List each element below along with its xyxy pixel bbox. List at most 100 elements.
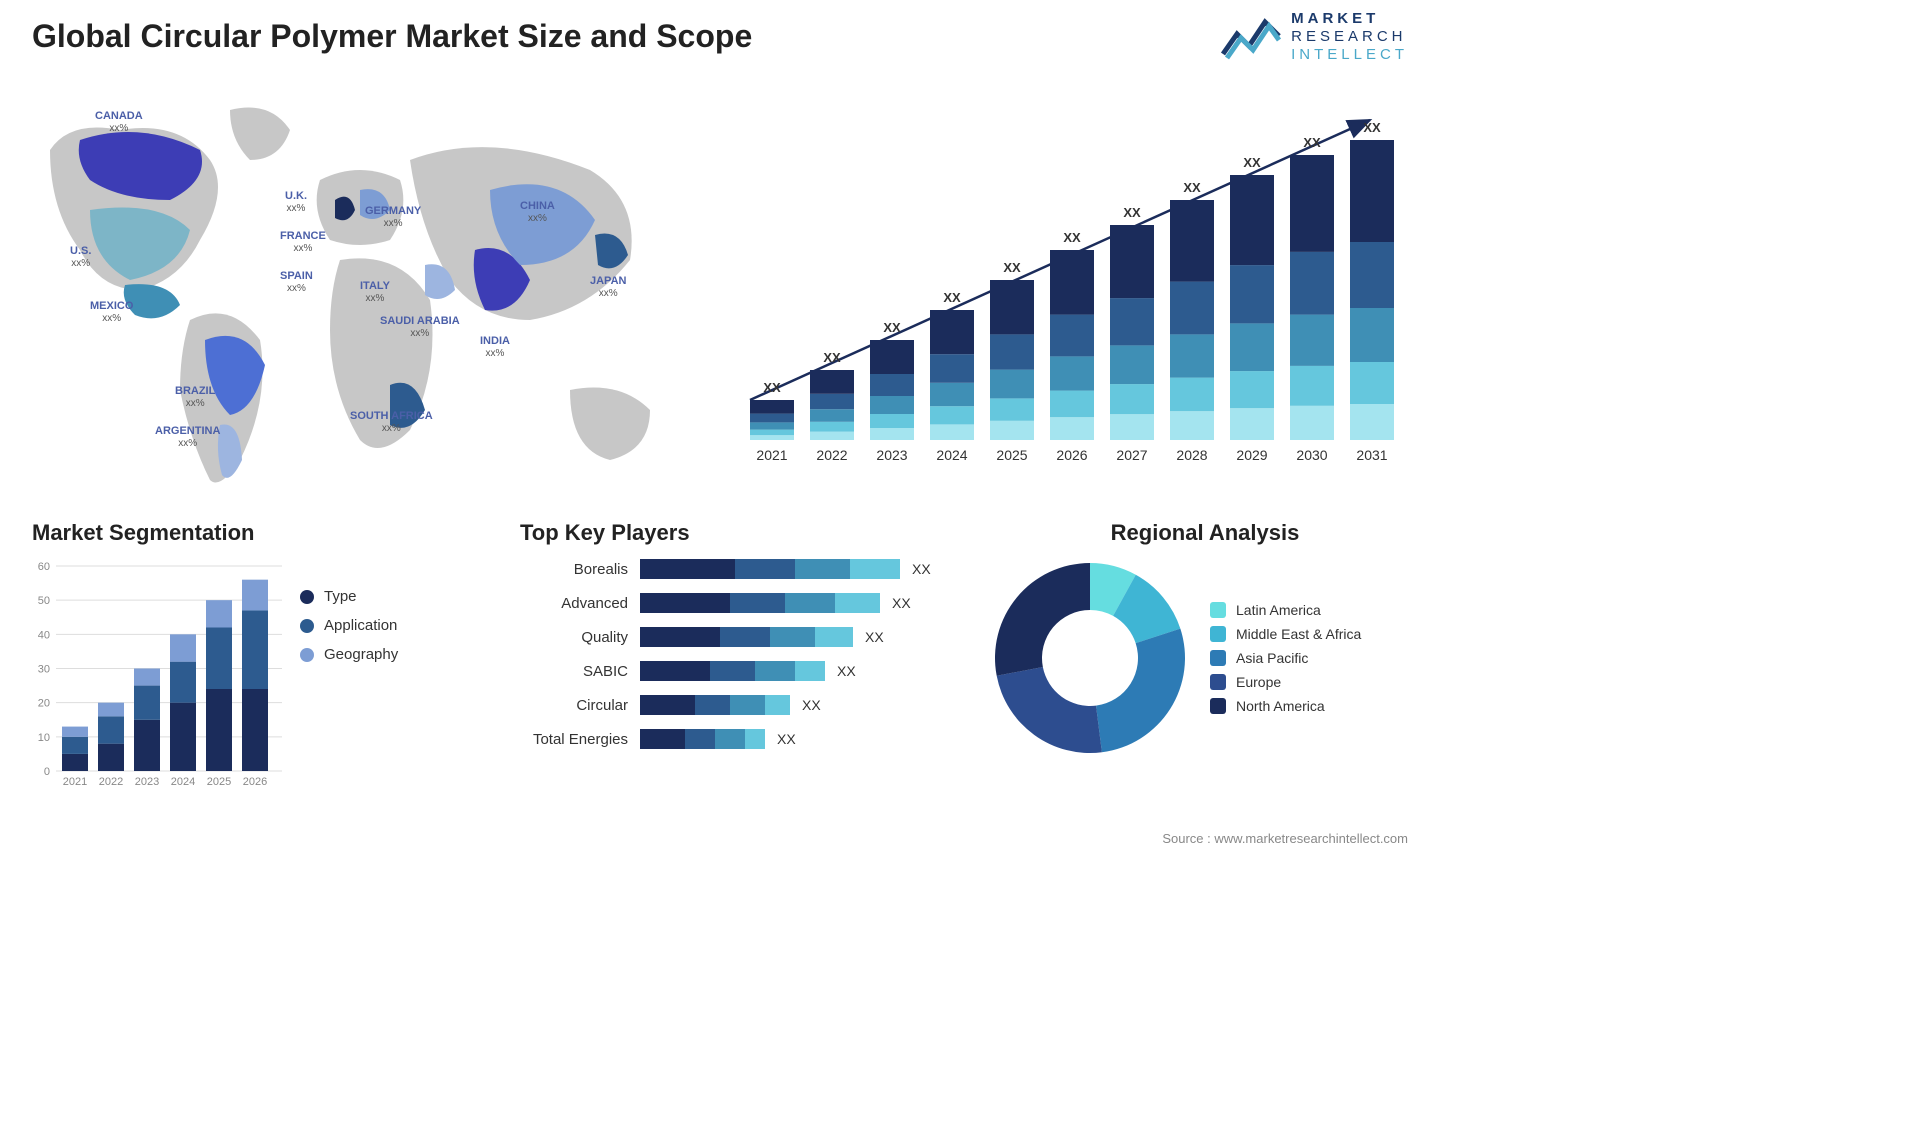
- svg-text:2026: 2026: [243, 776, 267, 788]
- players-section: Top Key Players BorealisXXAdvancedXXQual…: [520, 520, 960, 750]
- country-name: ITALY: [360, 280, 390, 293]
- svg-text:2021: 2021: [63, 776, 87, 788]
- svg-text:0: 0: [44, 766, 50, 778]
- player-name: Circular: [520, 697, 640, 714]
- bar-year-label: 2023: [876, 447, 907, 463]
- legend-swatch: [1210, 602, 1226, 618]
- country-name: CANADA: [95, 110, 143, 123]
- bar-year-label: 2026: [1056, 447, 1087, 463]
- player-row: SABIC XX: [520, 660, 960, 682]
- player-row: BorealisXX: [520, 558, 960, 580]
- legend-item: Application: [300, 617, 398, 634]
- country-label: U.S.xx%: [70, 245, 91, 270]
- country-label: GERMANYxx%: [365, 205, 421, 230]
- legend-item: North America: [1210, 698, 1361, 714]
- svg-text:2023: 2023: [135, 776, 159, 788]
- country-label: U.K.xx%: [285, 190, 307, 215]
- map-svg: [30, 90, 680, 500]
- source-attribution: Source : www.marketresearchintellect.com: [1162, 831, 1408, 846]
- country-name: SOUTH AFRICA: [350, 410, 433, 423]
- player-bar: [640, 559, 900, 579]
- country-name: SPAIN: [280, 270, 313, 283]
- segmentation-title: Market Segmentation: [32, 520, 432, 546]
- country-value: xx%: [70, 258, 91, 270]
- bar-value-label: XX: [1003, 260, 1021, 275]
- player-name: Total Energies: [520, 731, 640, 748]
- bar-year-label: 2022: [816, 447, 847, 463]
- legend-label: Latin America: [1236, 602, 1321, 618]
- logo-line3: INTELLECT: [1291, 46, 1408, 64]
- logo-line1: MARKET: [1291, 10, 1408, 28]
- regional-title: Regional Analysis: [990, 520, 1420, 546]
- country-value: xx%: [280, 243, 326, 255]
- bar-value-label: XX: [823, 350, 841, 365]
- legend-swatch: [300, 648, 314, 662]
- bar-year-label: 2030: [1296, 447, 1327, 463]
- country-label: SAUDI ARABIAxx%: [380, 315, 460, 340]
- world-map: CANADAxx%U.S.xx%MEXICOxx%BRAZILxx%ARGENT…: [30, 90, 680, 500]
- svg-text:40: 40: [38, 629, 50, 641]
- player-value: XX: [865, 629, 884, 645]
- legend-item: Europe: [1210, 674, 1361, 690]
- legend-label: North America: [1236, 698, 1325, 714]
- country-value: xx%: [285, 203, 307, 215]
- country-value: xx%: [95, 123, 143, 135]
- segmentation-legend: TypeApplicationGeography: [300, 556, 398, 796]
- player-bar: [640, 661, 825, 681]
- player-value: XX: [837, 663, 856, 679]
- player-row: Advanced XX: [520, 592, 960, 614]
- bar-year-label: 2027: [1116, 447, 1147, 463]
- player-name: SABIC: [520, 663, 640, 680]
- donut-chart: [990, 558, 1190, 758]
- svg-text:2022: 2022: [99, 776, 123, 788]
- country-value: xx%: [380, 328, 460, 340]
- country-value: xx%: [350, 423, 433, 435]
- country-label: BRAZILxx%: [175, 385, 215, 410]
- bar-value-label: XX: [1183, 180, 1201, 195]
- country-label: MEXICOxx%: [90, 300, 133, 325]
- player-value: XX: [777, 731, 796, 747]
- country-name: CHINA: [520, 200, 555, 213]
- logo-icon: [1221, 12, 1281, 62]
- legend-item: Asia Pacific: [1210, 650, 1361, 666]
- bar-value-label: XX: [1243, 155, 1261, 170]
- bar-value-label: XX: [1303, 135, 1321, 150]
- svg-text:10: 10: [38, 732, 50, 744]
- legend-swatch: [1210, 650, 1226, 666]
- bar-year-label: 2025: [996, 447, 1027, 463]
- player-name: Borealis: [520, 561, 640, 578]
- main-chart-svg: XX2021XX2022XX2023XX2024XX2025XX2026XX20…: [730, 100, 1410, 480]
- segmentation-section: Market Segmentation 01020304050602021202…: [32, 520, 432, 796]
- main-growth-chart: XX2021XX2022XX2023XX2024XX2025XX2026XX20…: [730, 100, 1410, 480]
- country-value: xx%: [360, 293, 390, 305]
- country-value: xx%: [175, 398, 215, 410]
- regional-section: Regional Analysis Latin America Middle Ea…: [990, 520, 1420, 758]
- country-name: MEXICO: [90, 300, 133, 313]
- country-label: ARGENTINAxx%: [155, 425, 220, 450]
- bar-year-label: 2031: [1356, 447, 1387, 463]
- bar-value-label: XX: [1363, 120, 1381, 135]
- bar-value-label: XX: [883, 320, 901, 335]
- legend-item: Middle East & Africa: [1210, 626, 1361, 642]
- legend-swatch: [1210, 698, 1226, 714]
- bar-year-label: 2028: [1176, 447, 1207, 463]
- player-bar: [640, 729, 765, 749]
- legend-swatch: [300, 590, 314, 604]
- country-name: ARGENTINA: [155, 425, 220, 438]
- player-bar: [640, 593, 880, 613]
- player-name: Advanced: [520, 595, 640, 612]
- player-value: XX: [892, 595, 911, 611]
- country-value: xx%: [520, 213, 555, 225]
- bar-value-label: XX: [1123, 205, 1141, 220]
- legend-item: Type: [300, 588, 398, 605]
- svg-text:20: 20: [38, 698, 50, 710]
- country-value: xx%: [590, 288, 626, 300]
- bar-value-label: XX: [1063, 230, 1081, 245]
- country-label: CANADAxx%: [95, 110, 143, 135]
- svg-text:60: 60: [38, 561, 50, 573]
- country-value: xx%: [365, 218, 421, 230]
- country-name: FRANCE: [280, 230, 326, 243]
- country-name: U.S.: [70, 245, 91, 258]
- legend-label: Asia Pacific: [1236, 650, 1308, 666]
- bar-value-label: XX: [943, 290, 961, 305]
